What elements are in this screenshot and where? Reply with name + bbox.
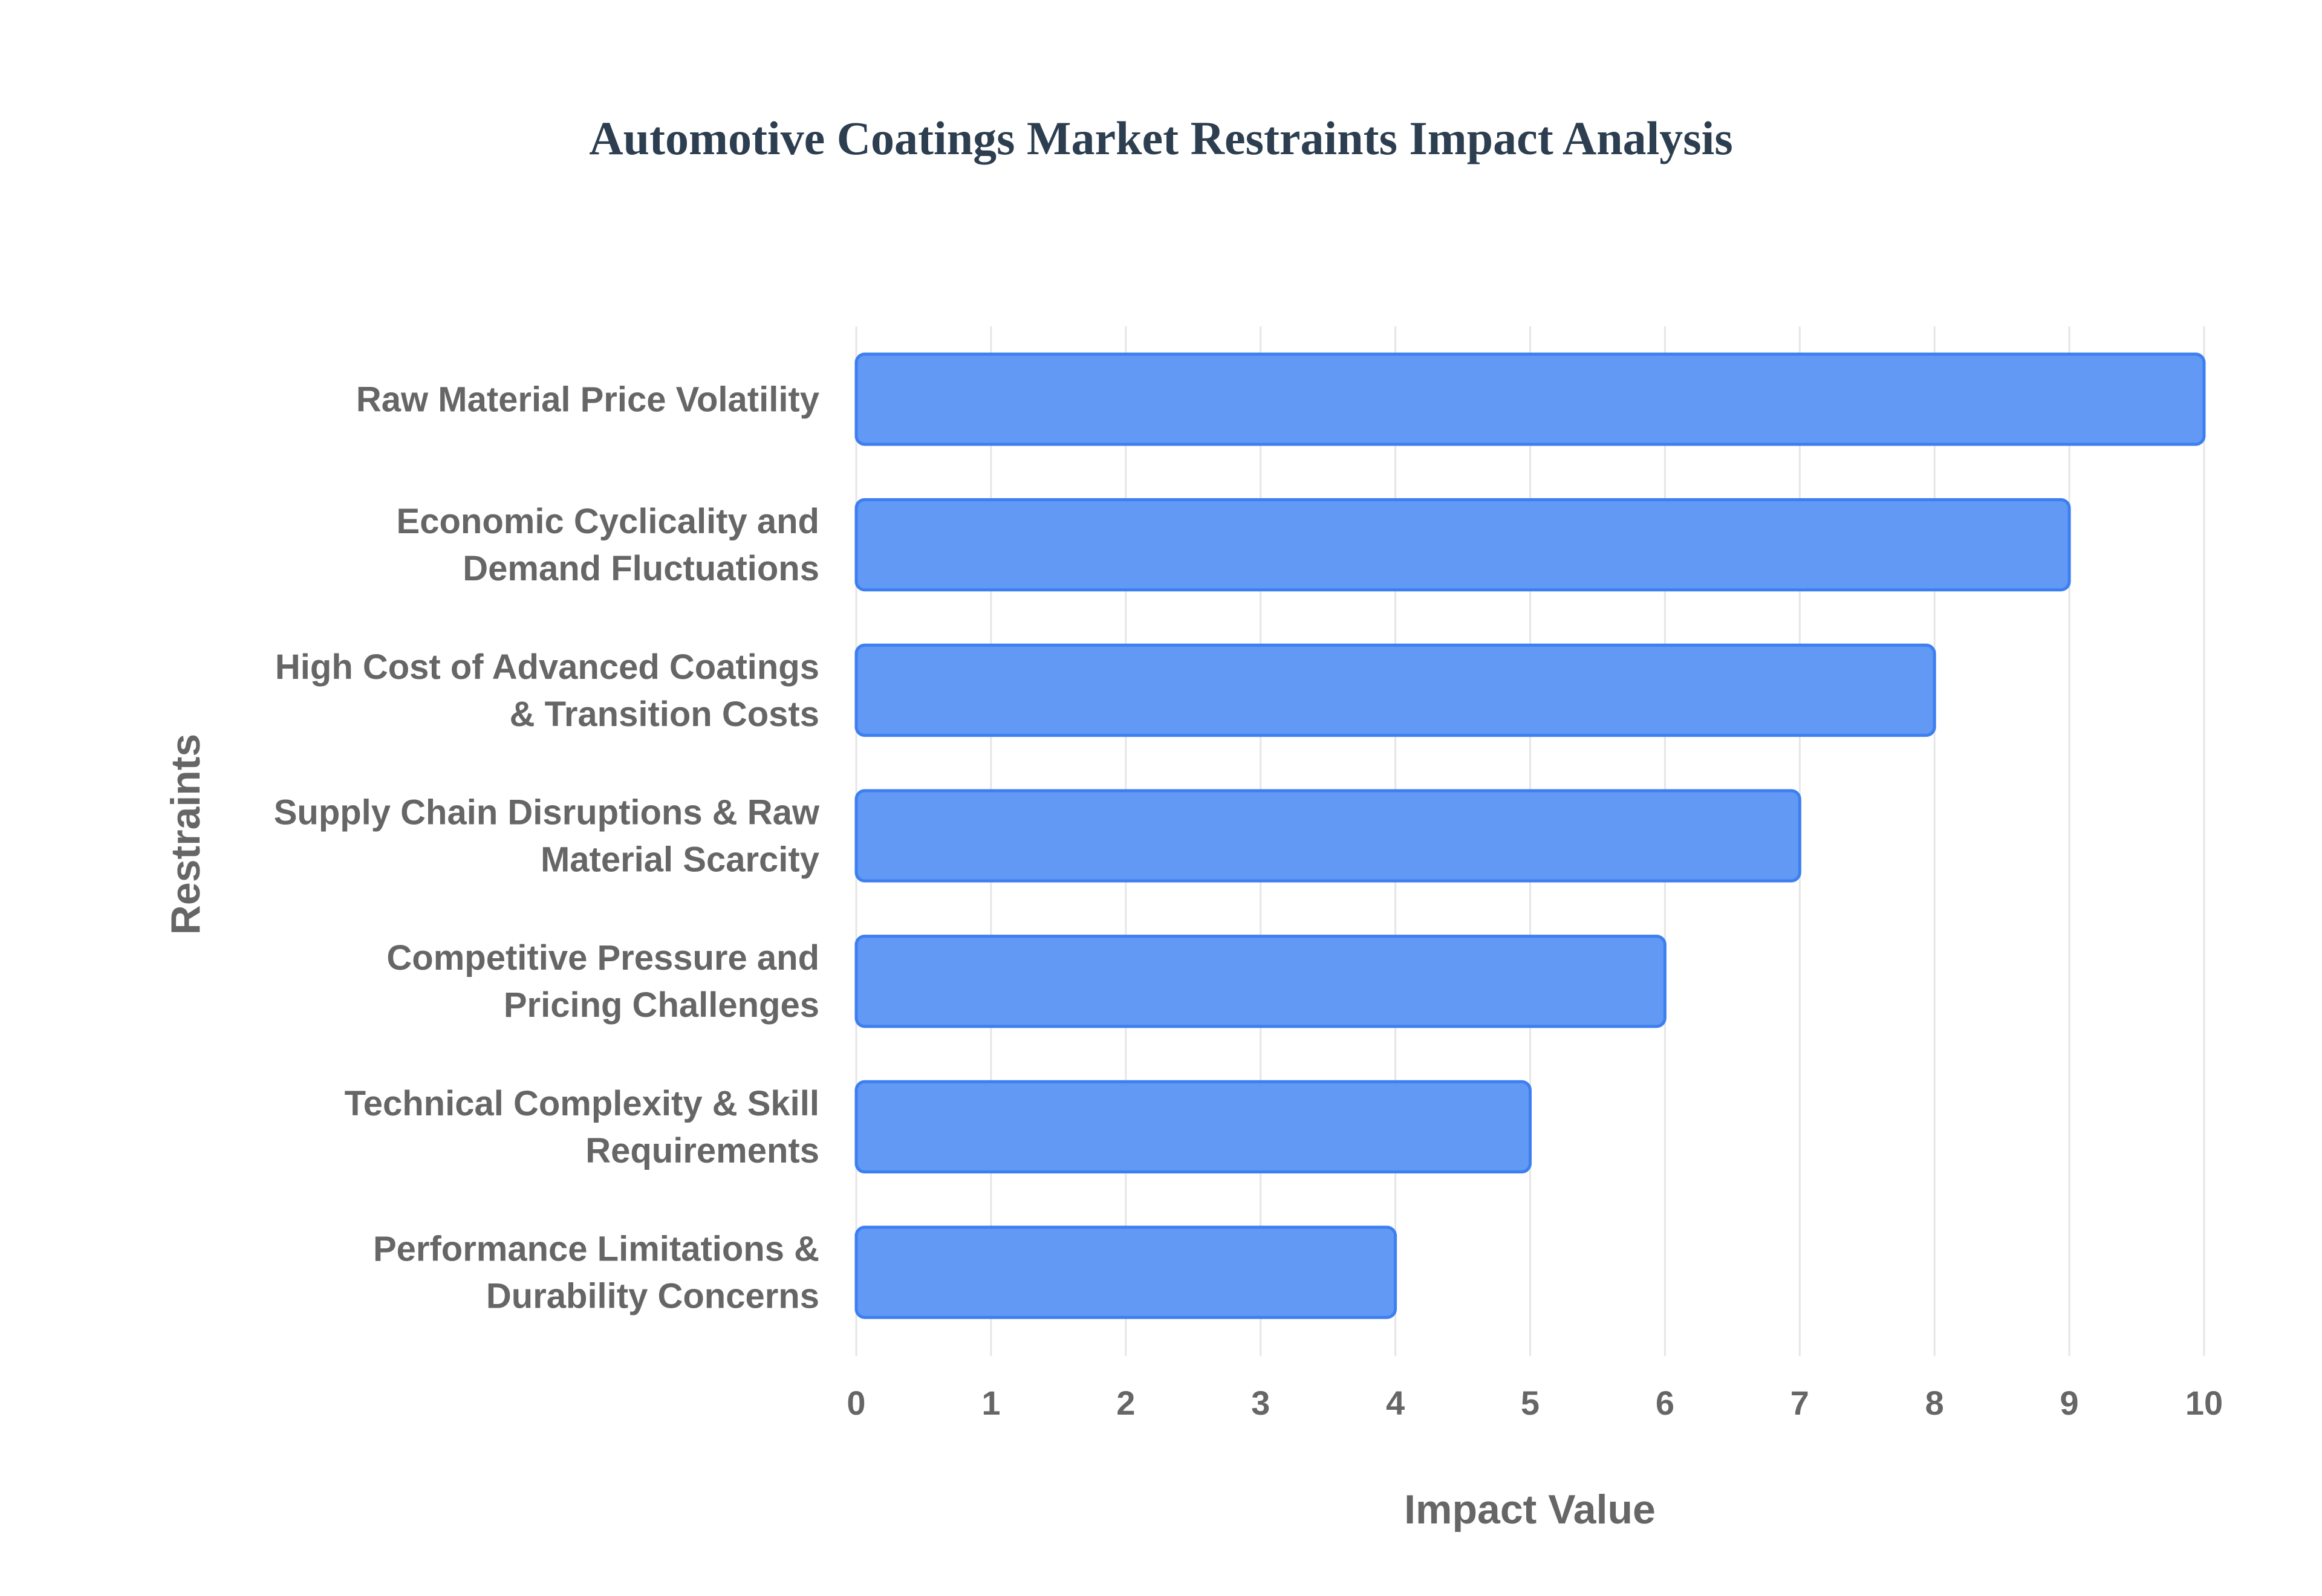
bar: [854, 789, 1801, 883]
bar: [854, 1225, 1397, 1319]
x-tick-label: 9: [2060, 1384, 2079, 1422]
x-tick-label: 7: [1790, 1384, 1809, 1422]
y-axis-title: Restraints: [163, 734, 209, 935]
x-tick-label: 8: [1925, 1384, 1944, 1422]
bar: [854, 1080, 1532, 1174]
category-label-line: Supply Chain Disruptions & Raw: [274, 793, 820, 832]
category-label-line: Durability Concerns: [486, 1277, 819, 1316]
bars: [854, 352, 2206, 1319]
x-tick-label: 3: [1251, 1384, 1270, 1422]
chart-title: Automotive Coatings Market Restraints Im…: [589, 112, 1732, 164]
x-tick-label: 0: [847, 1384, 865, 1422]
bar: [854, 498, 2071, 592]
category-label: Supply Chain Disruptions & Raw Material S…: [274, 793, 820, 880]
category-label-line: Raw Material Price Volatility: [356, 380, 819, 419]
bar: [854, 643, 1936, 737]
category-label: High Cost of Advanced Coatings & Transiti…: [275, 647, 819, 734]
category-label-line: Requirements: [585, 1131, 819, 1170]
category-label: Economic Cyclicality and Demand Fluctuati…: [397, 502, 819, 588]
category-label: Technical Complexity & Skill Requirements: [345, 1084, 819, 1170]
category-label-line: Technical Complexity & Skill: [345, 1084, 819, 1123]
category-label-line: & Transition Costs: [510, 695, 819, 734]
x-tick-label: 4: [1386, 1384, 1405, 1422]
x-tick-label: 6: [1656, 1384, 1674, 1422]
category-label: Competitive Pressure and Pricing Challeng…: [386, 938, 819, 1025]
x-tick-label: 5: [1521, 1384, 1540, 1422]
x-tick-label: 2: [1116, 1384, 1135, 1422]
category-label: Performance Limitations & Durability Conc…: [373, 1230, 819, 1316]
x-tick-labels: 0 1 2 3 4 5 6 7 8 9 10: [847, 1384, 2223, 1422]
category-label: Raw Material Price Volatility: [356, 380, 819, 419]
category-label-line: Pricing Challenges: [504, 985, 819, 1025]
category-label-line: Competitive Pressure and: [386, 938, 819, 978]
x-tick-label: 10: [2185, 1384, 2223, 1422]
bar: [854, 935, 1667, 1028]
x-tick-label: 1: [981, 1384, 1000, 1422]
bar: [854, 352, 2206, 446]
category-label-line: High Cost of Advanced Coatings: [275, 647, 819, 687]
category-label-line: Material Scarcity: [541, 840, 819, 880]
category-label-line: Performance Limitations &: [373, 1230, 819, 1269]
category-labels: Raw Material Price Volatility Economic Cy…: [274, 380, 820, 1315]
category-label-line: Demand Fluctuations: [463, 549, 819, 588]
category-label-line: Economic Cyclicality and: [397, 502, 819, 541]
x-axis-title: Impact Value: [1404, 1487, 1656, 1533]
